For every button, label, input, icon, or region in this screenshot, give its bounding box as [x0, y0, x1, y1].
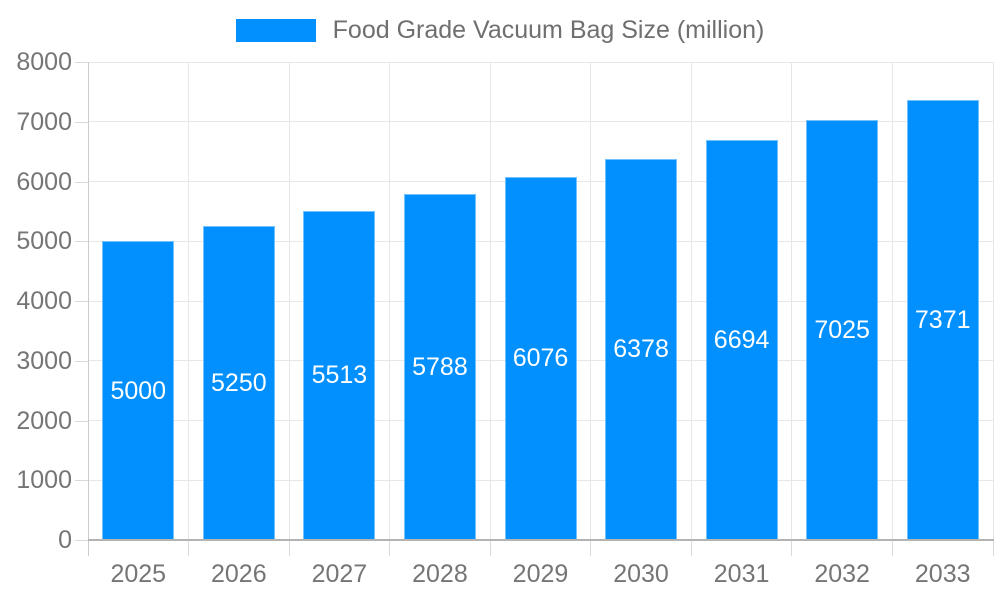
x-axis-tick [690, 540, 692, 556]
x-gridline [188, 62, 190, 540]
bar[interactable] [403, 194, 476, 540]
x-gridline [690, 62, 692, 540]
chart-legend[interactable]: Food Grade Vacuum Bag Size (million) [0, 16, 1000, 45]
legend-series-label: Food Grade Vacuum Bag Size (million) [332, 16, 765, 44]
y-axis-line [88, 62, 89, 556]
y-axis-tick [75, 420, 88, 422]
x-axis-tick [288, 540, 290, 556]
y-gridline [88, 121, 993, 123]
x-axis-label: 2029 [512, 560, 569, 588]
x-axis-tick [992, 540, 994, 556]
x-axis-tick [590, 540, 592, 556]
bar[interactable] [806, 120, 879, 540]
bar[interactable] [303, 210, 376, 540]
y-axis-label: 8000 [16, 48, 72, 76]
plot-area: 5000 5250 5513 5788 6076 6378 6694 7025 7371 [88, 61, 994, 540]
bar-value-label: 7371 [914, 305, 971, 334]
x-axis-label: 2033 [914, 560, 971, 588]
bar[interactable] [906, 99, 979, 540]
bar-value-label: 5788 [412, 353, 468, 382]
bar-value-label: 6694 [713, 326, 770, 355]
y-axis-label: 5000 [16, 227, 72, 256]
x-axis-tick [389, 540, 391, 556]
x-gridline [791, 62, 793, 540]
y-axis-label: 4000 [16, 287, 72, 315]
x-gridline [489, 62, 491, 540]
y-axis-tick [75, 360, 88, 362]
x-axis-line [88, 539, 994, 541]
y-axis-label: 3000 [16, 346, 72, 375]
bar-value-label: 6378 [613, 335, 669, 364]
y-axis-label: 6000 [16, 167, 72, 196]
x-axis-label: 2026 [211, 560, 267, 588]
y-axis-tick [75, 121, 88, 123]
bar-value-label: 6076 [512, 344, 569, 373]
x-gridline [992, 62, 994, 540]
x-axis-tick [489, 540, 491, 556]
y-axis-label: 7000 [16, 107, 72, 136]
y-axis-tick [75, 301, 88, 302]
bar[interactable] [102, 241, 175, 540]
bar[interactable] [504, 176, 577, 540]
x-axis-label: 2025 [110, 560, 167, 588]
y-gridline [88, 61, 993, 63]
x-gridline [288, 62, 290, 540]
bar-value-label: 5513 [311, 361, 368, 390]
x-gridline [891, 62, 893, 540]
y-axis-label: 1000 [16, 466, 72, 495]
x-gridline [389, 62, 391, 540]
bar[interactable] [705, 140, 778, 540]
bar[interactable] [605, 158, 678, 540]
x-axis-label: 2032 [814, 560, 870, 588]
y-axis-tick [75, 241, 88, 243]
x-axis-label: 2028 [412, 560, 468, 588]
y-axis-tick [75, 480, 88, 482]
x-axis-tick [188, 540, 190, 556]
bar-value-label: 5250 [211, 369, 267, 398]
bar[interactable] [202, 226, 275, 540]
bar-value-label: 5000 [110, 376, 167, 405]
bar-value-label: 7025 [814, 316, 870, 345]
x-axis-label: 2027 [311, 560, 368, 588]
legend-marker-swatch [235, 19, 316, 42]
x-gridline [590, 62, 592, 540]
y-axis-tick [75, 62, 88, 63]
x-axis-tick [891, 540, 893, 556]
x-axis-tick [791, 540, 793, 556]
x-axis-label: 2031 [713, 560, 770, 588]
y-axis-tick [75, 540, 88, 541]
x-axis-label: 2030 [613, 560, 669, 588]
y-axis-label: 2000 [16, 406, 72, 435]
y-axis-tick [75, 181, 88, 183]
y-axis-label: 0 [58, 526, 72, 554]
